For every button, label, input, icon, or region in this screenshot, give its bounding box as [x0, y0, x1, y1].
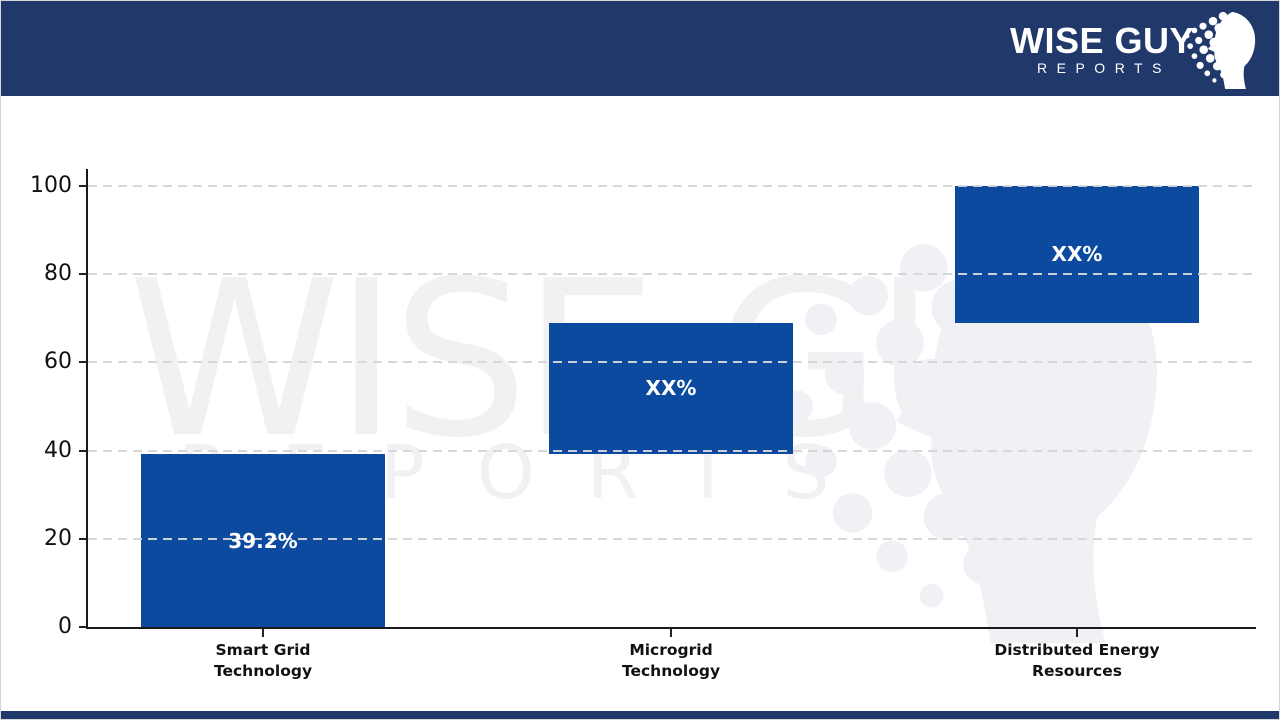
y-axis-tick	[79, 537, 87, 540]
gridline	[88, 537, 1256, 540]
y-axis-tick	[79, 361, 87, 364]
y-tick-label: 20	[44, 525, 72, 551]
y-tick-label: 60	[44, 349, 72, 375]
bar-segment	[955, 186, 1199, 323]
x-category-label: Microgrid Technology	[621, 641, 721, 680]
y-axis-tick	[79, 449, 87, 452]
x-category-label: Distributed Energy Resources	[994, 641, 1160, 680]
bar-value-label: XX%	[1051, 242, 1103, 267]
y-axis-tick	[79, 185, 87, 187]
gridline	[88, 185, 1256, 187]
brand-subtitle: REPORTS	[1037, 59, 1171, 76]
gridline	[88, 273, 1256, 276]
y-axis	[86, 169, 88, 629]
bar-segment	[549, 322, 793, 455]
brand-name: WISE GUY	[1009, 19, 1194, 61]
gridline	[88, 449, 1256, 452]
y-tick-label: 100	[30, 173, 72, 198]
brand-logo-text: WISE GUY REPORTS	[1009, 19, 1194, 77]
x-axis-tick	[262, 629, 264, 637]
gridline	[88, 361, 1256, 364]
bar-value-label: XX%	[645, 376, 697, 401]
wiseguy-face-icon	[1185, 11, 1256, 89]
y-tick-label: 0	[58, 614, 72, 639]
x-axis-tick	[670, 629, 672, 637]
bar-segment	[141, 454, 385, 627]
x-axis-tick	[1076, 629, 1078, 637]
y-tick-label: 40	[44, 437, 72, 463]
y-axis-tick	[79, 626, 87, 628]
y-tick-label: 80	[44, 261, 72, 287]
brand-logo: WISE GUY REPORTS	[1010, 8, 1266, 90]
footer-bar	[0, 711, 1280, 720]
x-axis	[86, 627, 1256, 629]
x-category-label: Smart Grid Technology	[213, 641, 313, 680]
y-axis-tick	[79, 273, 87, 276]
header-bar	[0, 0, 1280, 96]
bar-value-label: 39.2%	[228, 528, 298, 553]
